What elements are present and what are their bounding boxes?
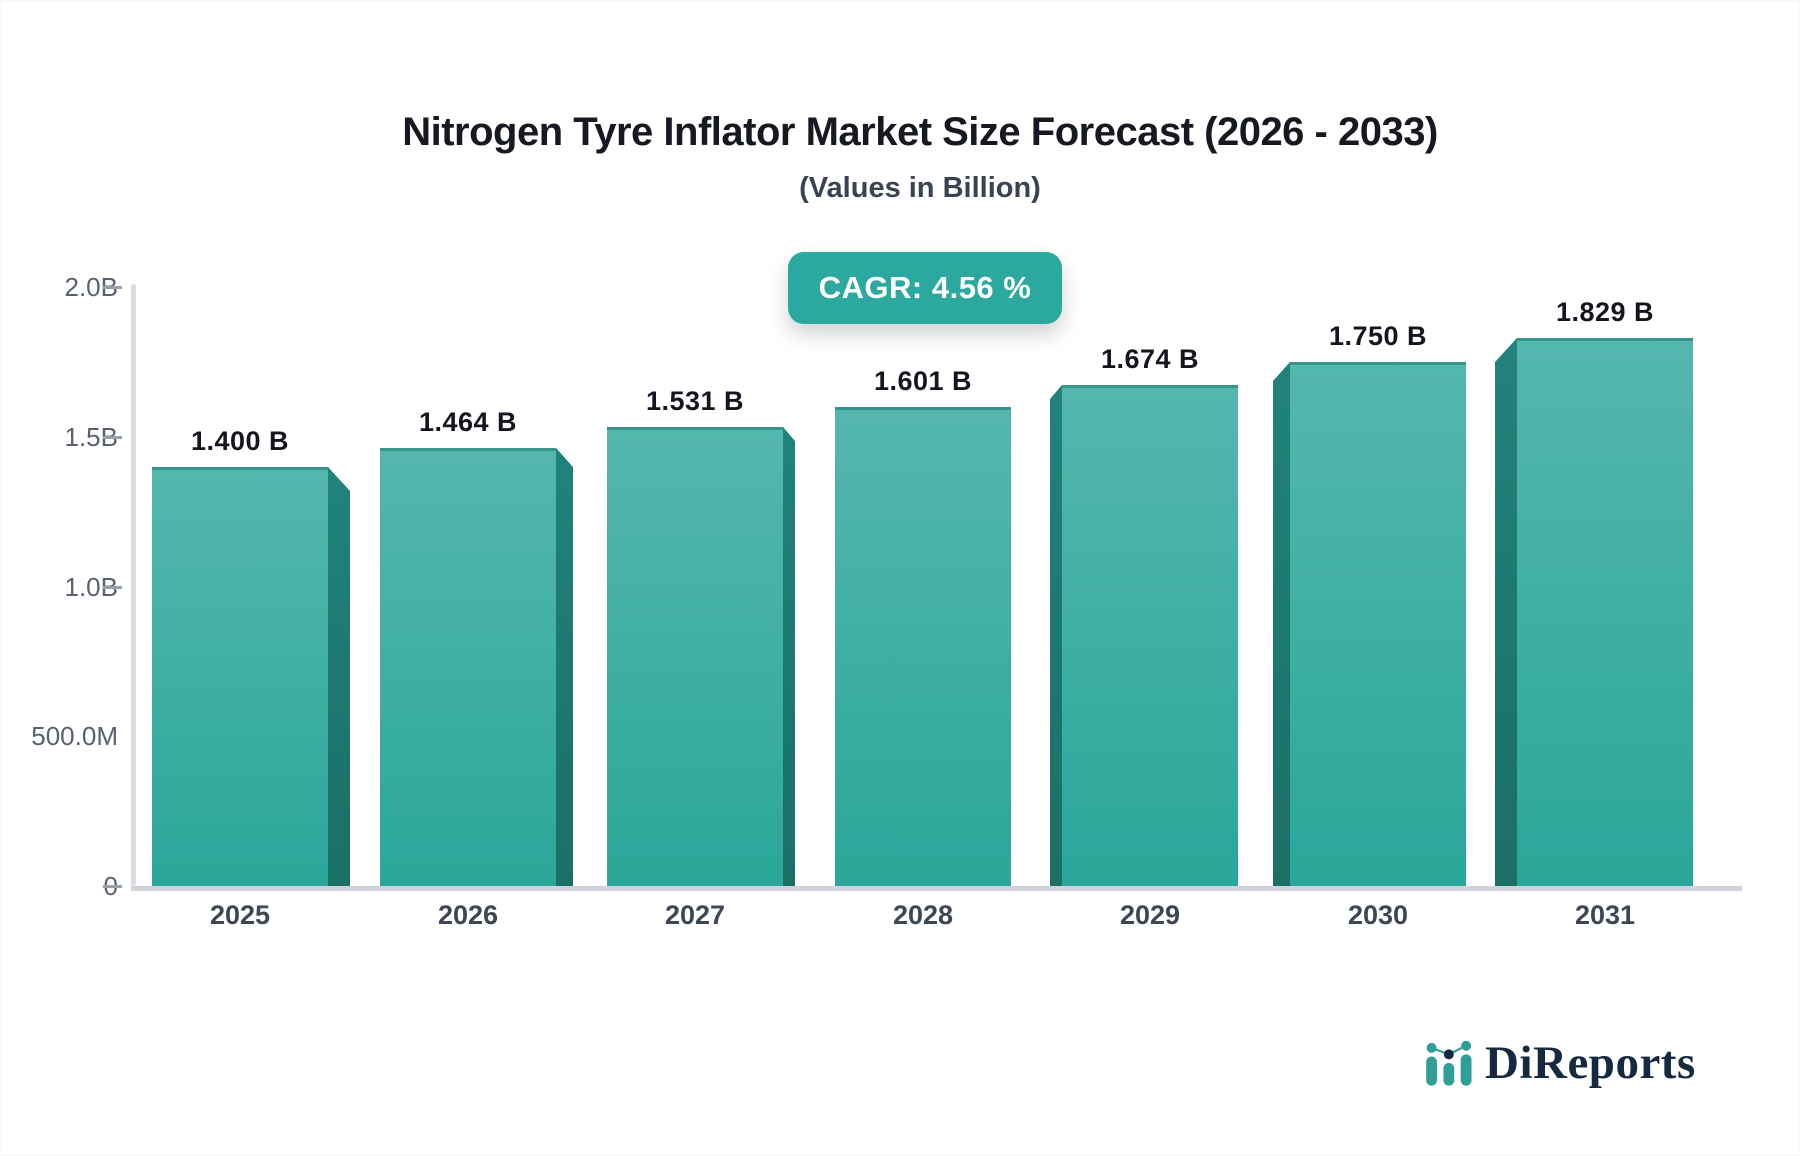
cagr-badge: CAGR: 4.56 %: [788, 252, 1062, 324]
brand-logo: DiReports: [1424, 1034, 1696, 1092]
bar-face: [607, 427, 783, 886]
bar-face: [152, 467, 328, 886]
x-tick-label: 2025: [209, 900, 271, 930]
bar-3d-edge: [1273, 362, 1290, 886]
x-tick-label: 2030: [1347, 900, 1409, 930]
bar-3d-edge: [556, 448, 573, 886]
y-tick-mark: [103, 586, 122, 589]
y-tick-mark: [103, 885, 122, 888]
bar-3d-edge: [783, 427, 795, 886]
bar-3d-edge: [1050, 385, 1062, 886]
bar-face: [1517, 338, 1693, 886]
bar-3d-edge: [1495, 338, 1517, 886]
x-tick-label: 2029: [1119, 900, 1181, 930]
bar-value-label: 1.464 B: [418, 407, 518, 437]
brand-logo-icon: [1426, 1040, 1472, 1086]
bar-face: [835, 407, 1011, 886]
y-tick-mark: [103, 436, 122, 439]
bar-value-label: 1.750 B: [1328, 321, 1428, 351]
y-tick-label: 1.5B: [64, 422, 119, 452]
y-axis-line: [131, 284, 136, 886]
y-tick-label: 0: [6, 870, 118, 902]
x-tick-label: 2026: [437, 900, 499, 930]
bar-face: [380, 448, 556, 886]
y-tick-label: 1.0B: [64, 572, 119, 602]
bar-value-label: 1.531 B: [645, 386, 745, 416]
y-tick-label: 500.0M: [31, 721, 118, 751]
bar-value-label: 1.400 B: [190, 426, 290, 456]
y-tick-mark: [103, 286, 122, 289]
bar-face: [1290, 362, 1466, 886]
bar-value-label: 1.674 B: [1100, 344, 1200, 374]
x-tick-label: 2027: [664, 900, 726, 930]
chart-subtitle: (Values in Billion): [799, 172, 1041, 204]
x-tick-label: 2028: [892, 900, 954, 930]
chart-title: Nitrogen Tyre Inflator Market Size Forec…: [402, 110, 1438, 154]
bar-3d-edge: [328, 467, 350, 886]
bar-value-label: 1.829 B: [1555, 297, 1655, 327]
brand-name: DiReports: [1485, 1037, 1696, 1089]
bar-value-label: 1.601 B: [873, 366, 973, 396]
x-tick-label: 2031: [1574, 900, 1636, 930]
x-axis-line: [131, 886, 1742, 891]
bar-face: [1062, 385, 1238, 886]
y-tick-label: 2.0B: [64, 272, 119, 302]
